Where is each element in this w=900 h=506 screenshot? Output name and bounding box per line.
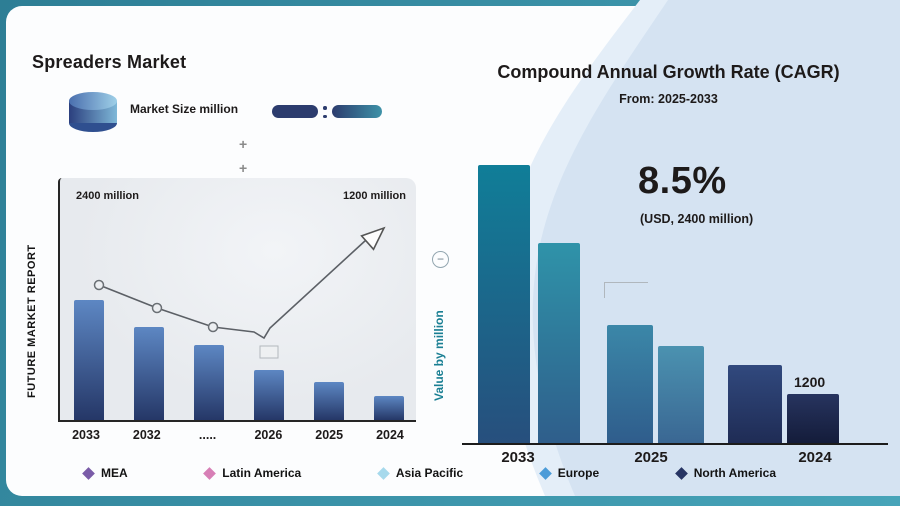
left-x-label: 2025 — [315, 428, 344, 442]
axis-label-1200-million: 1200 million — [343, 190, 406, 202]
line-marker — [151, 302, 163, 314]
left-panel-title: Spreaders Market — [32, 52, 187, 72]
content-layer: Spreaders Market Market Size million + +… — [6, 6, 894, 496]
legend-label: Europe — [557, 466, 600, 480]
legend: MEA Latin America Asia Pacific Europe North … — [82, 466, 776, 480]
left-chart-plot: 2400 million 1200 million — [58, 178, 416, 422]
left-x-label: 2033 — [72, 428, 100, 442]
trend-arrow-line — [93, 226, 386, 359]
cagr-bar-2033-1 — [478, 165, 530, 443]
colon-separator — [323, 106, 327, 118]
legend-item-north-america: North America — [674, 466, 776, 480]
market-size-cylinder-icon — [69, 92, 117, 132]
legend-diamond-icon — [82, 466, 95, 480]
right-panel-title: Compound Annual Growth Rate (CAGR) — [497, 62, 840, 82]
legend-label: Latin America — [222, 466, 302, 480]
legend-label: MEA — [101, 466, 128, 480]
pill-decor-dark — [272, 105, 318, 118]
plus-decor-2: + — [239, 160, 248, 176]
zoom-out-icon: − — [432, 251, 449, 268]
left-bar-2024 — [374, 396, 404, 420]
plus-decor-1: + — [239, 136, 248, 152]
cagr-bar-2024-1 — [728, 365, 782, 443]
right-bars — [6, 6, 894, 496]
left-x-label: 2032 — [132, 428, 161, 442]
left-bar-2033 — [74, 300, 104, 420]
right-x-label-2033: 2033 — [501, 449, 535, 466]
left-bar-2026 — [254, 370, 284, 420]
pill-decor-gradient — [332, 105, 382, 118]
cagr-value: 8.5% — [638, 160, 727, 202]
line-marker — [93, 279, 105, 291]
legend-label: North America — [693, 466, 776, 480]
right-x-label-2024: 2024 — [798, 449, 832, 466]
left-bars — [74, 300, 404, 420]
bracket-decor — [604, 282, 648, 298]
left-bar-2025 — [314, 382, 344, 420]
legend-item-europe: Europe — [538, 466, 600, 480]
cagr-note: (USD, 2400 million) — [640, 212, 754, 226]
cagr-bar-2025-1 — [607, 325, 653, 443]
left-x-label: 2026 — [254, 428, 283, 442]
legend-item-latin-america: Latin America — [203, 466, 302, 480]
cagr-bar-2024-2 — [787, 394, 839, 443]
legend-diamond-icon — [203, 466, 217, 480]
arrow-head-icon — [360, 226, 386, 251]
right-chart-axis — [462, 443, 888, 445]
left-x-label: ..... — [198, 428, 217, 442]
left-bar-..... — [194, 345, 224, 420]
line-marker — [207, 321, 219, 333]
legend-item-mea: MEA — [82, 466, 128, 480]
right-x-label-2025: 2025 — [634, 449, 668, 466]
axis-label-2400-million: 2400 million — [76, 190, 139, 202]
right-panel-subtitle: From: 2025-2033 — [619, 92, 718, 106]
legend-diamond-icon — [538, 466, 552, 480]
left-x-label: 2024 — [376, 428, 404, 442]
left-x-labels: 2033 2032..... 2026 2025 2024 — [58, 428, 416, 442]
callout-box — [259, 345, 279, 359]
cagr-bar-2025-2 — [658, 346, 704, 443]
left-bar-2032 — [134, 327, 164, 420]
legend-diamond-icon — [674, 466, 688, 480]
legend-label: Asia Pacific — [395, 466, 464, 480]
bar-value-1200: 1200 — [794, 374, 826, 390]
legend-diamond-icon — [376, 466, 390, 480]
legend-item-asia-pacific: Asia Pacific — [376, 466, 464, 480]
cagr-bar-2033-2 — [538, 243, 580, 443]
market-size-label: Market Size million — [130, 102, 239, 116]
